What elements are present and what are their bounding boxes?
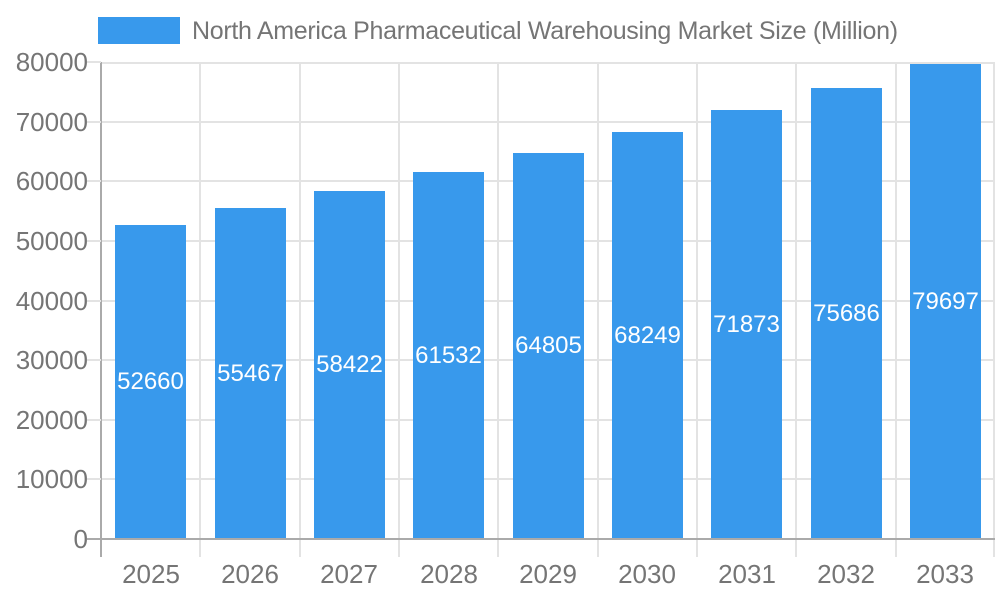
bar[interactable]: 64805	[513, 153, 584, 539]
x-grid-line	[398, 62, 400, 539]
bar[interactable]: 71873	[711, 110, 782, 539]
y-grid-line	[101, 62, 995, 64]
y-axis-label: 80000	[15, 47, 88, 77]
y-grid-line	[101, 121, 995, 123]
y-axis-label: 40000	[15, 286, 88, 316]
x-axis-label: 2027	[320, 559, 378, 589]
y-axis-tick	[87, 180, 101, 182]
y-axis-label: 30000	[15, 345, 88, 375]
x-axis-tick	[398, 540, 400, 557]
x-grid-line	[993, 62, 995, 539]
x-grid-line	[299, 62, 301, 539]
x-axis-label: 2025	[122, 559, 180, 589]
bar-value-label: 71873	[713, 310, 780, 338]
y-axis-label: 20000	[15, 405, 88, 435]
x-axis-tick	[993, 540, 995, 557]
x-grid-line	[696, 62, 698, 539]
legend-label: North America Pharmaceutical Warehousing…	[192, 17, 898, 45]
bar[interactable]: 61532	[413, 172, 484, 539]
x-axis-label: 2026	[221, 559, 279, 589]
bar-value-label: 61532	[415, 341, 482, 369]
y-axis-tick	[87, 359, 101, 361]
y-axis-label: 0	[73, 524, 88, 554]
x-axis-tick	[299, 540, 301, 557]
bar[interactable]: 58422	[314, 191, 385, 539]
x-grid-line	[199, 62, 201, 539]
x-grid-line	[597, 62, 599, 539]
plot-area: 52660 55467 58422 61532 64805 68249 71873 75686…	[101, 62, 995, 539]
bar[interactable]: 79697	[910, 64, 981, 539]
bar-value-label: 64805	[515, 332, 582, 359]
bar[interactable]: 75686	[811, 88, 882, 539]
bar-value-label: 52660	[117, 368, 184, 395]
x-axis-label: 2031	[718, 559, 776, 589]
x-axis-label: 2030	[618, 559, 676, 589]
y-axis-tick	[87, 121, 101, 123]
x-axis-tick	[199, 540, 201, 557]
x-axis-label: 2033	[916, 559, 974, 589]
y-axis-label: 10000	[15, 464, 88, 494]
x-axis-label: 2028	[420, 559, 478, 589]
bar-value-label: 58422	[316, 351, 383, 378]
x-axis-tick	[895, 540, 897, 557]
x-axis-tick	[696, 540, 698, 557]
bar[interactable]: 55467	[215, 208, 286, 539]
x-grid-line	[895, 62, 897, 539]
legend-item[interactable]: North America Pharmaceutical Warehousing…	[0, 0, 1000, 46]
y-axis-line	[100, 62, 102, 557]
x-axis-label: 2032	[817, 559, 875, 589]
y-axis-label: 70000	[15, 107, 88, 137]
y-axis-tick	[87, 478, 101, 480]
y-axis-tick	[87, 240, 101, 242]
bar-value-label: 75686	[813, 299, 880, 327]
y-axis-tick	[87, 61, 101, 63]
bar[interactable]: 52660	[115, 225, 186, 539]
x-grid-line	[795, 62, 797, 539]
x-axis-line	[87, 538, 995, 540]
y-axis-tick	[87, 419, 101, 421]
y-axis-tick	[87, 300, 101, 302]
x-grid-line	[497, 62, 499, 539]
x-axis-tick	[497, 540, 499, 557]
bar-value-label: 55467	[217, 359, 284, 387]
y-axis-label: 60000	[15, 166, 88, 196]
x-axis-label: 2029	[519, 559, 577, 589]
y-axis-label: 50000	[15, 226, 88, 256]
bar-value-label: 68249	[614, 321, 681, 349]
x-axis-tick	[597, 540, 599, 557]
legend-swatch	[98, 17, 180, 44]
x-axis-tick	[795, 540, 797, 557]
bar[interactable]: 68249	[612, 132, 683, 539]
bar-value-label: 79697	[912, 287, 979, 315]
